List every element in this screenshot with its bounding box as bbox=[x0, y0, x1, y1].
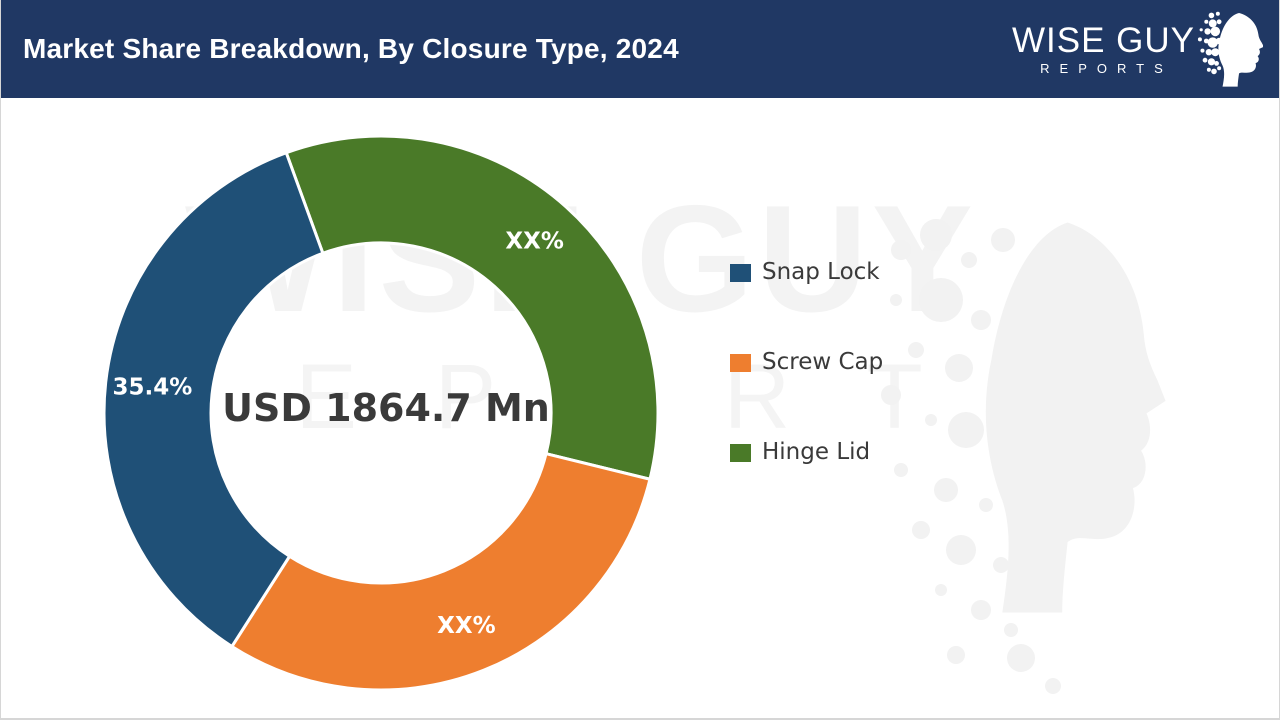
donut-segment-screw-cap bbox=[230, 452, 652, 692]
logo-title: WISE GUY bbox=[1011, 20, 1195, 60]
legend-swatch bbox=[730, 353, 751, 372]
logo-face-icon bbox=[1197, 11, 1263, 87]
chart-legend: Snap Lock Screw Cap Hinge Lid bbox=[730, 258, 883, 467]
chart-area: WISE GUY REPORTS XX%XX%35.4% USD 1864.7 … bbox=[1, 98, 1279, 718]
legend-label: Snap Lock bbox=[762, 259, 880, 285]
donut-segment-snap-lock bbox=[102, 151, 325, 648]
wise-guy-logo: WISE GUY REPORTS bbox=[1012, 9, 1263, 89]
logo-subtitle: REPORTS bbox=[1040, 60, 1173, 76]
logo-wordmark: WISE GUY REPORTS bbox=[1012, 23, 1195, 76]
segment-value-label: XX% bbox=[505, 228, 564, 254]
legend-label: Hinge Lid bbox=[762, 439, 871, 465]
legend-label: Screw Cap bbox=[762, 349, 884, 375]
donut-chart: XX% XX% 35.4% bbox=[102, 134, 660, 692]
page-title: Market Share Breakdown, By Closure Type,… bbox=[23, 33, 679, 64]
legend-swatch bbox=[730, 263, 751, 282]
legend-item-snap-lock: Snap Lock bbox=[730, 258, 883, 287]
chart-center-value: USD 1864.7 Mn bbox=[222, 386, 550, 430]
legend-item-hinge-lid: Hinge Lid bbox=[730, 438, 883, 467]
legend-swatch bbox=[730, 443, 751, 462]
header: Market Share Breakdown, By Closure Type,… bbox=[1, 0, 1279, 98]
donut-segment-hinge-lid bbox=[284, 134, 660, 481]
segment-value-label: 35.4% bbox=[112, 374, 192, 400]
watermark-face-graphic bbox=[881, 219, 1166, 694]
segment-value-label: XX% bbox=[437, 613, 496, 639]
legend-item-screw-cap: Screw Cap bbox=[730, 348, 883, 377]
